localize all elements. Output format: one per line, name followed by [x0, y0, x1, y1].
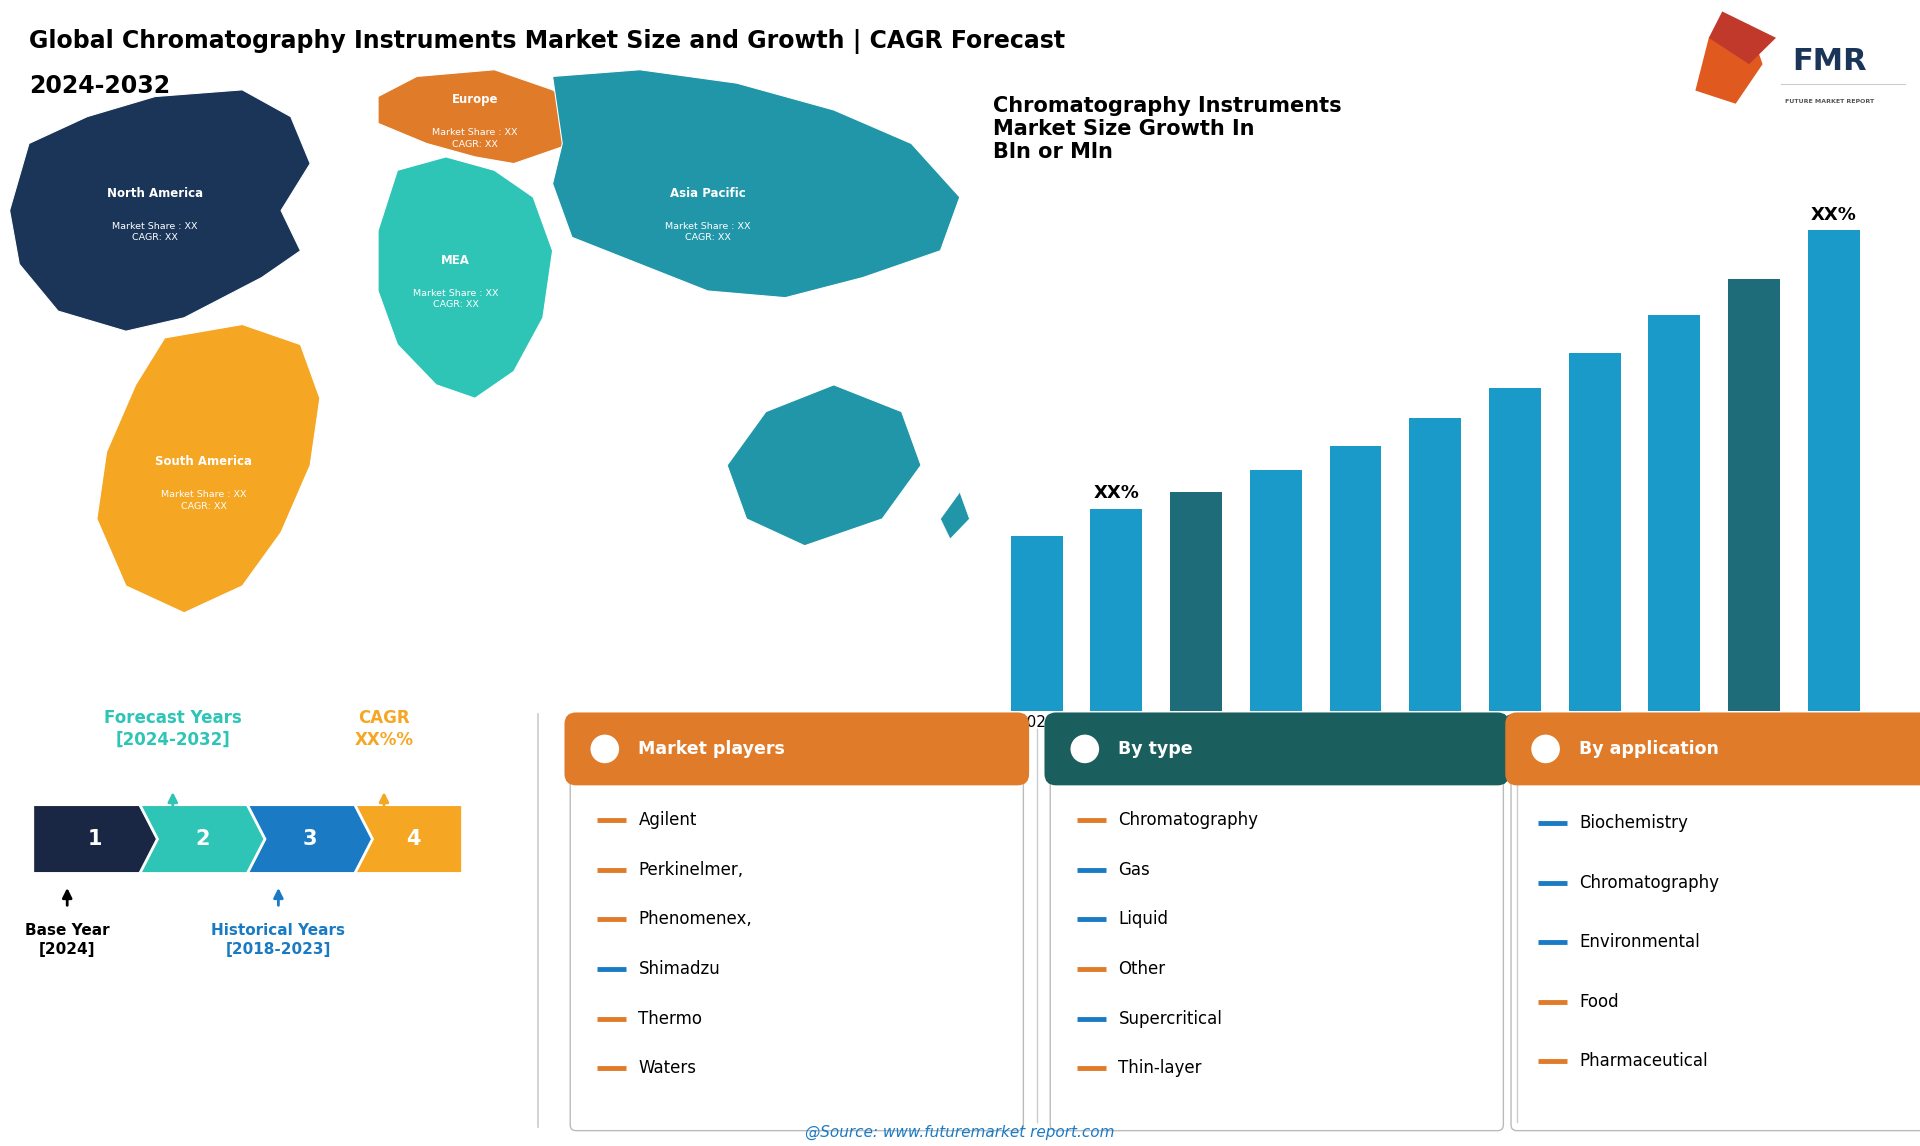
Bar [1649, 315, 1701, 711]
Text: Phenomenex,: Phenomenex, [637, 910, 753, 928]
Text: By application: By application [1578, 740, 1718, 758]
Text: South America: South America [156, 455, 252, 469]
Polygon shape [250, 806, 372, 872]
Text: Market Share : XX
CAGR: XX: Market Share : XX CAGR: XX [161, 489, 246, 510]
Text: North America: North America [108, 187, 204, 201]
Polygon shape [728, 385, 922, 545]
Text: CAGR
XX%%: CAGR XX%% [355, 708, 413, 748]
Polygon shape [378, 70, 591, 164]
Text: Shimadzu: Shimadzu [637, 960, 720, 978]
Text: Chromatography: Chromatography [1578, 873, 1718, 892]
Bar [1329, 446, 1380, 711]
Text: By type: By type [1117, 740, 1192, 758]
Polygon shape [357, 806, 463, 872]
Polygon shape [33, 806, 157, 872]
Text: Thin-layer: Thin-layer [1117, 1059, 1202, 1077]
Text: Europe: Europe [451, 94, 499, 107]
Text: 3: 3 [303, 829, 317, 849]
Polygon shape [378, 157, 553, 398]
Bar [1569, 353, 1620, 711]
Text: Supercritical: Supercritical [1117, 1010, 1223, 1028]
Circle shape [589, 733, 620, 764]
Polygon shape [1695, 25, 1763, 103]
Circle shape [1069, 733, 1100, 764]
FancyBboxPatch shape [564, 713, 1029, 785]
FancyBboxPatch shape [1505, 713, 1920, 785]
Text: Perkinelmer,: Perkinelmer, [637, 861, 743, 879]
Polygon shape [10, 89, 311, 331]
Bar [1809, 230, 1860, 711]
FancyBboxPatch shape [570, 778, 1023, 1131]
Bar [1490, 388, 1542, 711]
Text: Agilent: Agilent [637, 811, 697, 830]
Text: Market players: Market players [637, 740, 785, 758]
FancyBboxPatch shape [1050, 778, 1503, 1131]
Text: Market Share : XX
CAGR: XX: Market Share : XX CAGR: XX [664, 221, 751, 242]
Polygon shape [553, 70, 960, 298]
FancyBboxPatch shape [1511, 778, 1920, 1131]
Text: XX%: XX% [1811, 205, 1857, 223]
FancyBboxPatch shape [1044, 713, 1509, 785]
Text: Global Chromatography Instruments Market Size and Growth | CAGR Forecast: Global Chromatography Instruments Market… [29, 29, 1066, 54]
Polygon shape [941, 492, 970, 539]
Text: Market Share : XX
CAGR: XX: Market Share : XX CAGR: XX [432, 127, 518, 149]
Bar [1728, 280, 1780, 711]
Text: MEA: MEA [442, 254, 470, 267]
Polygon shape [142, 806, 265, 872]
Bar [1250, 470, 1302, 711]
Bar [1010, 536, 1062, 711]
Text: Forecast Years
[2024-2032]: Forecast Years [2024-2032] [104, 708, 242, 748]
Text: 2: 2 [196, 829, 209, 849]
Text: Waters: Waters [637, 1059, 697, 1077]
Text: Base Year
[2024]: Base Year [2024] [25, 924, 109, 957]
Text: XX%: XX% [1092, 484, 1139, 502]
Text: Chromatography: Chromatography [1117, 811, 1258, 830]
Text: Chromatography Instruments
Market Size Growth In
Bln or Mln: Chromatography Instruments Market Size G… [993, 95, 1342, 162]
Text: Pharmaceutical: Pharmaceutical [1578, 1052, 1707, 1070]
Text: 1: 1 [88, 829, 102, 849]
Text: Other: Other [1117, 960, 1165, 978]
Text: Market Share : XX
CAGR: XX: Market Share : XX CAGR: XX [111, 221, 198, 242]
Text: Thermo: Thermo [637, 1010, 703, 1028]
Text: Market Share : XX
CAGR: XX: Market Share : XX CAGR: XX [413, 289, 499, 309]
Text: 2024-2032: 2024-2032 [29, 74, 171, 99]
Text: Biochemistry: Biochemistry [1578, 815, 1688, 832]
Text: Gas: Gas [1117, 861, 1150, 879]
Text: Asia Pacific: Asia Pacific [670, 187, 745, 201]
Text: Liquid: Liquid [1117, 910, 1169, 928]
Text: Environmental: Environmental [1578, 933, 1699, 951]
Text: FUTURE MARKET REPORT: FUTURE MARKET REPORT [1786, 99, 1874, 103]
Text: Food: Food [1578, 992, 1619, 1011]
Bar [1091, 509, 1142, 711]
Text: 4: 4 [405, 829, 420, 849]
Polygon shape [96, 324, 321, 613]
Text: @Source: www.futuremarket report.com: @Source: www.futuremarket report.com [804, 1125, 1116, 1140]
Bar [1169, 492, 1221, 711]
Circle shape [1530, 733, 1561, 764]
Polygon shape [1709, 11, 1776, 64]
Text: FMR: FMR [1793, 47, 1866, 76]
Text: Historical Years
[2018-2023]: Historical Years [2018-2023] [211, 924, 346, 957]
Bar [1409, 418, 1461, 711]
